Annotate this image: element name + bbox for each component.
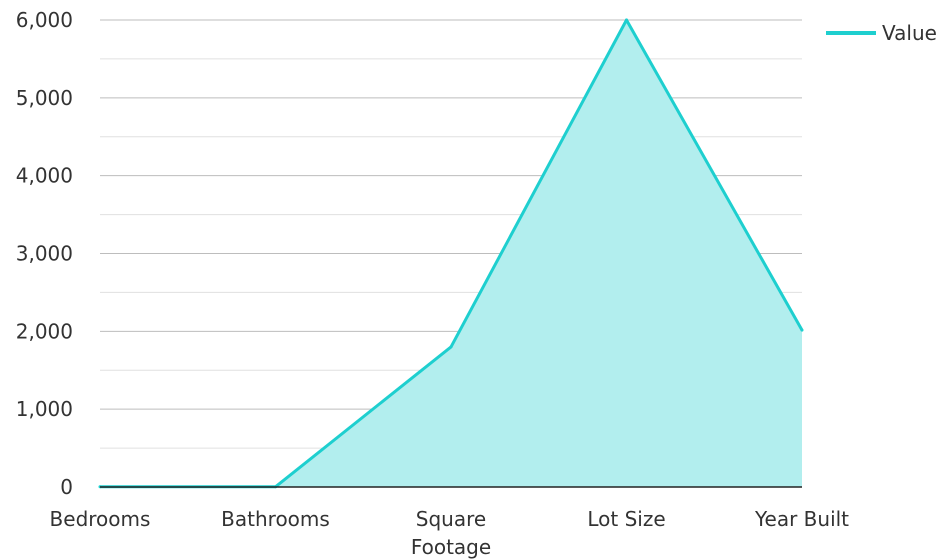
x-tick-label: Year Built bbox=[754, 507, 849, 531]
x-tick-label: Lot Size bbox=[587, 507, 665, 531]
series-area-value bbox=[100, 20, 802, 487]
y-tick-label: 6,000 bbox=[16, 8, 73, 32]
y-tick-label: 0 bbox=[60, 475, 73, 499]
y-tick-label: 1,000 bbox=[16, 397, 73, 421]
x-tick-label: Bathrooms bbox=[221, 507, 330, 531]
data-point bbox=[449, 345, 453, 349]
legend: Value bbox=[826, 21, 937, 45]
data-point bbox=[625, 18, 628, 22]
grid-lines bbox=[100, 19, 802, 449]
x-tick-label: Square Footage bbox=[411, 507, 491, 559]
y-tick-label: 4,000 bbox=[16, 164, 73, 188]
y-tick-label: 2,000 bbox=[16, 319, 73, 343]
legend-label-value: Value bbox=[882, 21, 937, 45]
y-tick-label: 5,000 bbox=[16, 86, 73, 110]
y-axis-ticks: 0 1,000 2,000 3,000 4,000 5,000 6,000 bbox=[16, 8, 73, 499]
x-tick-label: Bedrooms bbox=[50, 507, 151, 531]
x-axis-ticks: Bedrooms Bathrooms Square Footage Lot Size Ye… bbox=[50, 507, 850, 559]
data-point bbox=[800, 328, 804, 332]
y-tick-label: 3,000 bbox=[16, 242, 73, 266]
